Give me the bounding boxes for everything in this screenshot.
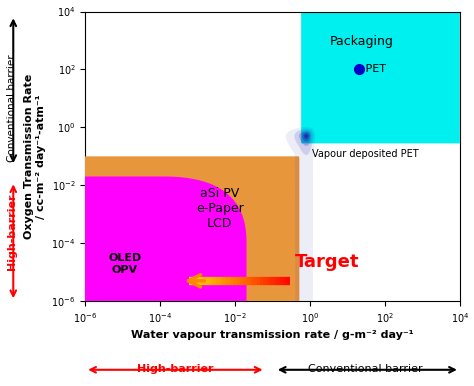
Text: Target: Target bbox=[295, 253, 360, 271]
Text: High-barrier: High-barrier bbox=[137, 364, 214, 374]
Text: OLED
OPV: OLED OPV bbox=[108, 253, 142, 275]
Text: Packaging: Packaging bbox=[330, 36, 394, 48]
Ellipse shape bbox=[302, 132, 310, 142]
Ellipse shape bbox=[294, 129, 313, 155]
Text: aSi PV
e-Paper
LCD: aSi PV e-Paper LCD bbox=[196, 187, 244, 230]
Text: Conventional barrier: Conventional barrier bbox=[7, 54, 17, 162]
FancyBboxPatch shape bbox=[0, 176, 246, 386]
Ellipse shape bbox=[304, 134, 309, 139]
Ellipse shape bbox=[286, 127, 315, 386]
Ellipse shape bbox=[299, 131, 311, 146]
Y-axis label: Oxygen Transmission Rate
/ cc-m⁻² day⁻¹-atm⁻¹: Oxygen Transmission Rate / cc-m⁻² day⁻¹-… bbox=[24, 74, 46, 239]
Text: High-barrier: High-barrier bbox=[7, 193, 17, 270]
Text: Vapour deposited PET: Vapour deposited PET bbox=[311, 149, 418, 159]
Ellipse shape bbox=[305, 135, 307, 137]
Text: Conventional barrier: Conventional barrier bbox=[308, 364, 422, 374]
X-axis label: Water vapour transmission rate / g-m⁻² day⁻¹: Water vapour transmission rate / g-m⁻² d… bbox=[131, 330, 414, 340]
FancyBboxPatch shape bbox=[301, 12, 460, 143]
FancyBboxPatch shape bbox=[0, 156, 300, 386]
Text: PET: PET bbox=[362, 64, 386, 74]
